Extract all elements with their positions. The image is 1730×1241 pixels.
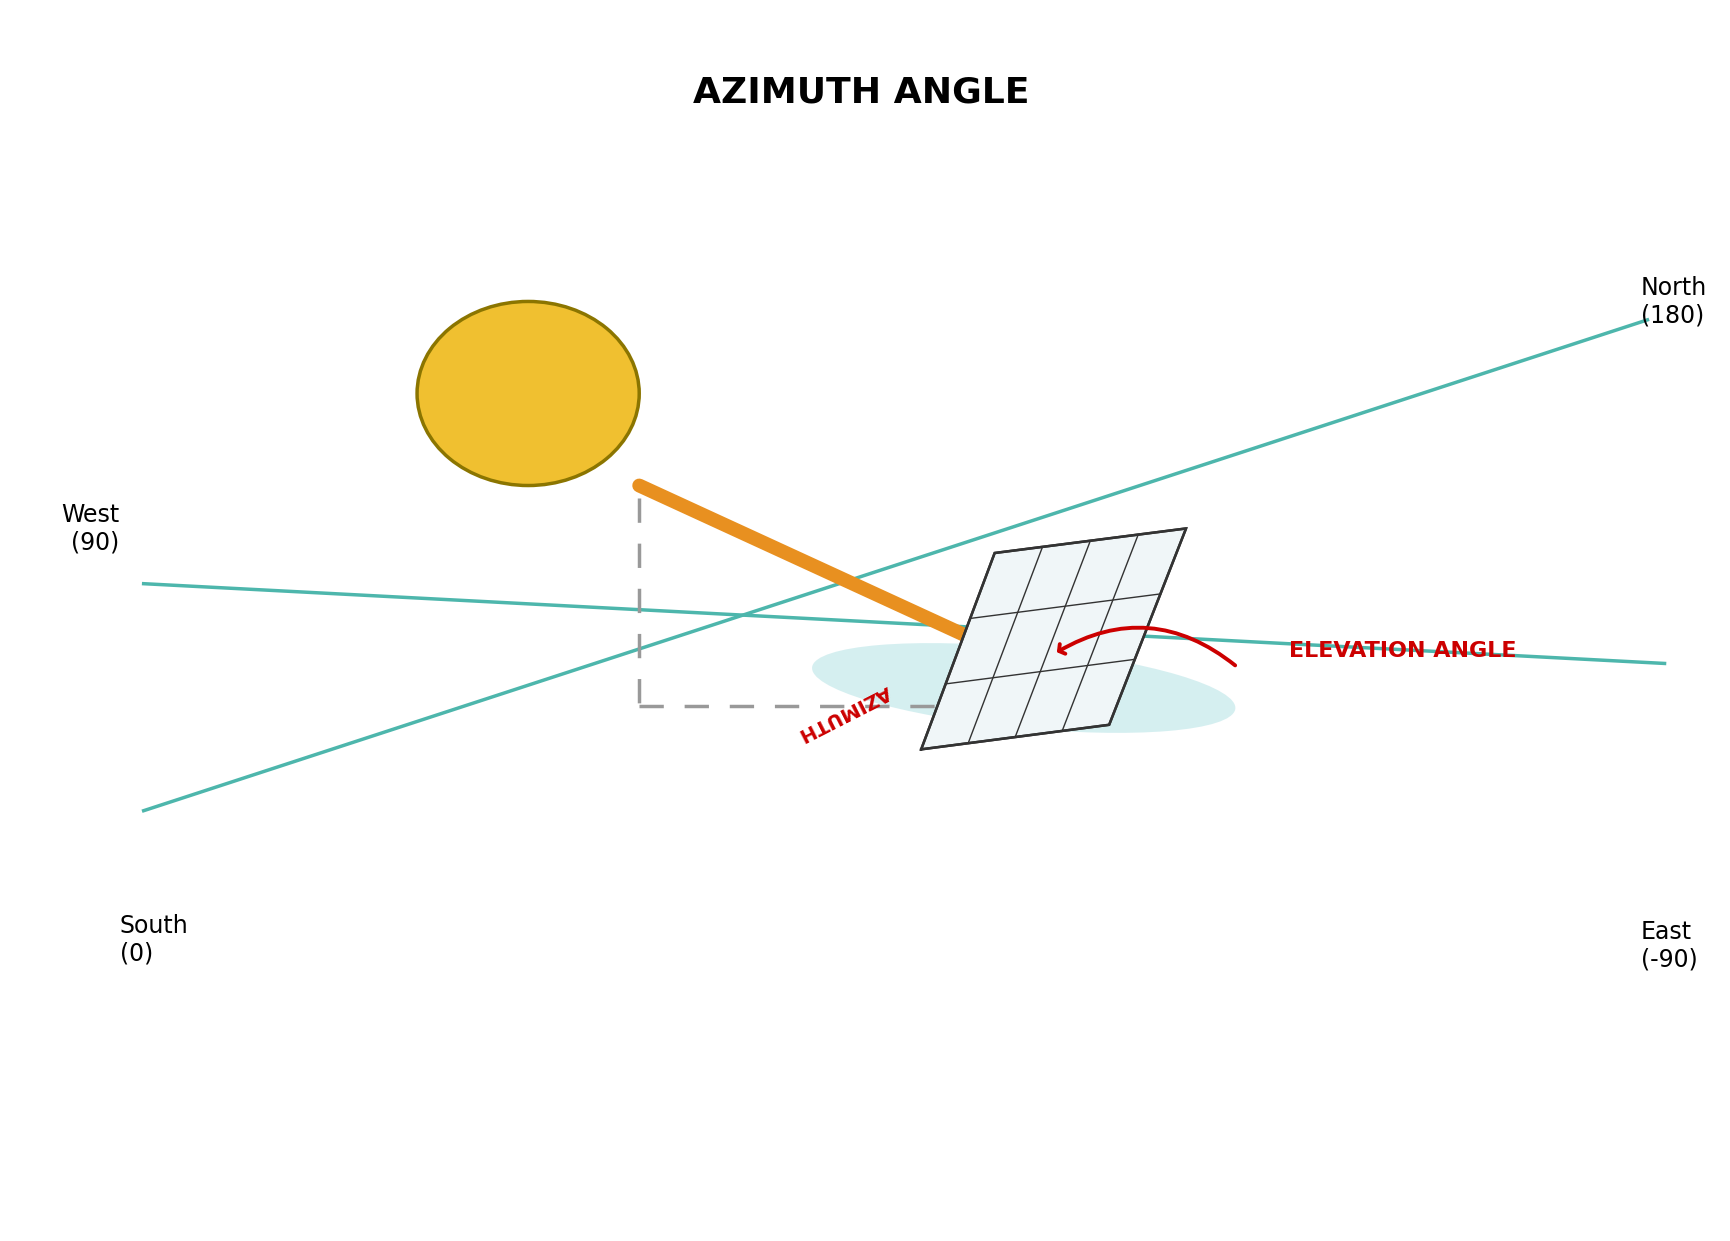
Ellipse shape — [811, 643, 1235, 733]
Text: ELEVATION ANGLE: ELEVATION ANGLE — [1289, 642, 1515, 661]
Ellipse shape — [417, 302, 638, 485]
Text: East
(-90): East (-90) — [1640, 920, 1697, 972]
Text: West
(90): West (90) — [62, 503, 119, 555]
Text: AZIMUTH: AZIMUTH — [794, 681, 894, 743]
Text: South
(0): South (0) — [119, 913, 189, 965]
Text: North
(180): North (180) — [1640, 276, 1708, 328]
Text: AZIMUTH ANGLE: AZIMUTH ANGLE — [694, 76, 1029, 110]
Polygon shape — [920, 529, 1187, 750]
